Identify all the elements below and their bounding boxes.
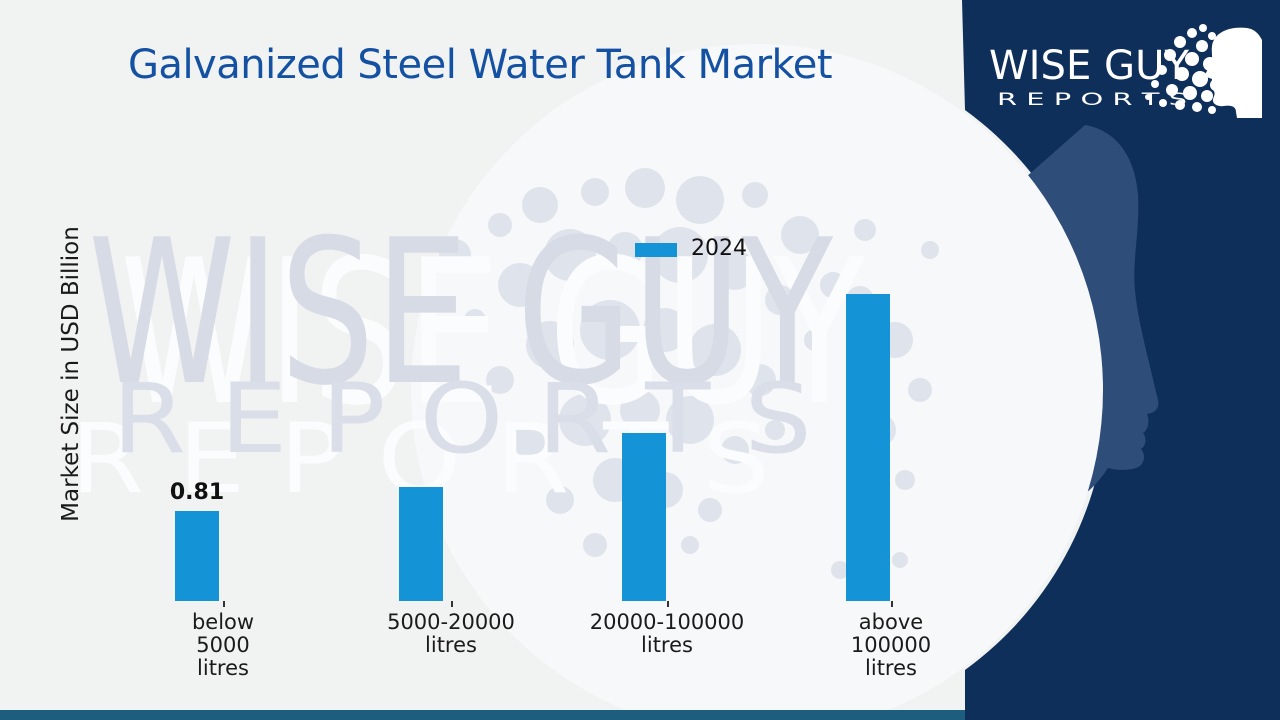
watermark-reports: R E P O R T S	[112, 363, 812, 475]
bar-1	[175, 511, 219, 601]
x-tick-2	[451, 601, 453, 607]
bar-3	[622, 433, 666, 601]
bar-4	[846, 294, 890, 601]
page-title: Galvanized Steel Water Tank Market	[127, 42, 833, 88]
bar-2	[399, 487, 443, 601]
footer-bar	[0, 710, 965, 720]
wise-guy-reports-logo: WISE GUY R E P O R T S	[989, 24, 1262, 118]
logo-face-profile	[1204, 27, 1262, 118]
x-category-label-2: 5000-20000 litres	[387, 610, 515, 657]
bar-value-label-1: 0.81	[169, 480, 225, 505]
x-category-label-3: 20000-100000 litres	[589, 610, 745, 657]
x-category-label-4: above 100000 litres	[850, 610, 932, 680]
x-tick-1	[223, 601, 225, 607]
x-tick-3	[667, 601, 669, 607]
watermark-wiseguy-ghost: WISE GUY	[120, 217, 866, 450]
watermark-wiseguy: WISE GUY	[88, 197, 834, 430]
legend-label-2024: 2024	[691, 236, 747, 261]
x-tick-4	[891, 601, 893, 607]
logo-reports-text: R E P O R T S	[997, 90, 1187, 110]
x-category-label-1: below 5000 litres	[191, 610, 255, 680]
legend-swatch-2024	[635, 243, 677, 257]
